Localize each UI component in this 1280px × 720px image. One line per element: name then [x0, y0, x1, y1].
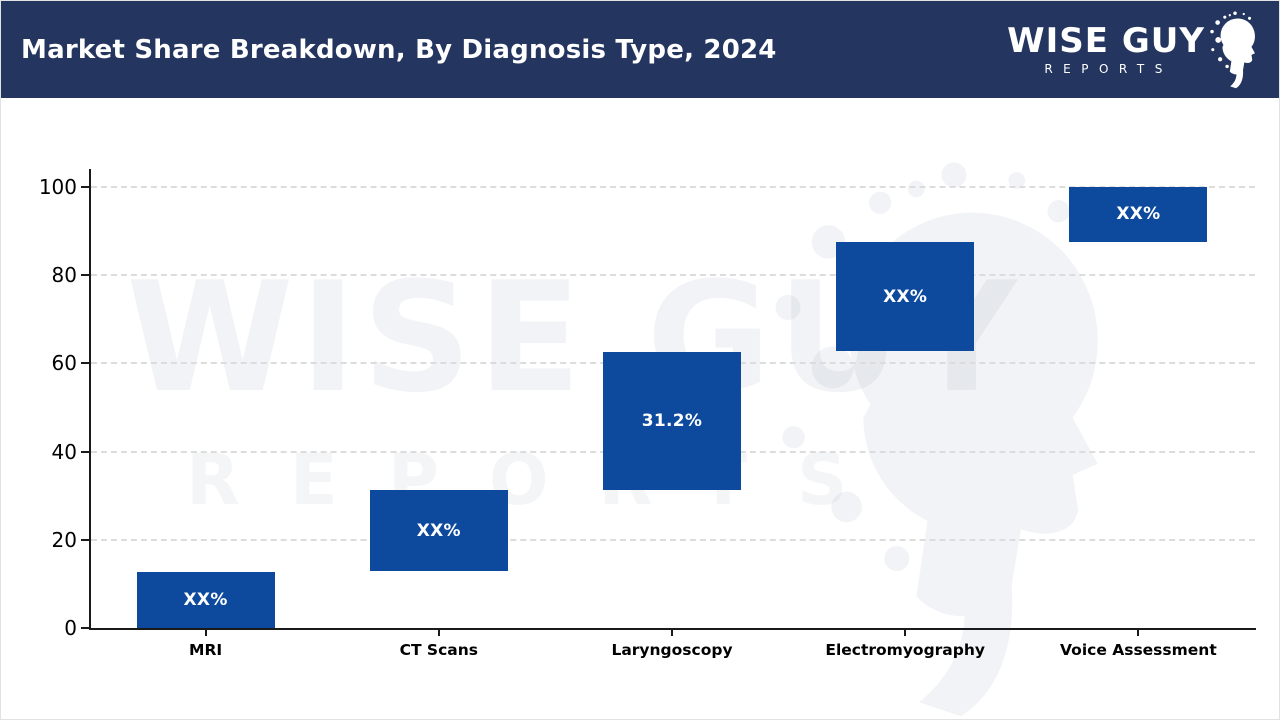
- gridline-20: [91, 538, 1255, 541]
- logo: WISE GUY REPORTS: [1007, 11, 1265, 89]
- y-tick-mark: [81, 627, 89, 629]
- x-tick-mark: [904, 630, 907, 636]
- y-tick-mark: [81, 274, 89, 277]
- bar-mri: XX%: [136, 571, 275, 628]
- bar-voice-assessment: XX%: [1069, 187, 1208, 242]
- logo-wordmark: WISE GUY: [1007, 20, 1205, 61]
- y-tick-label: 0: [64, 616, 77, 640]
- y-tick-label: 40: [51, 439, 77, 464]
- bar-value-label: XX%: [883, 286, 928, 307]
- x-tick-mark: [437, 630, 440, 636]
- category-label: Laryngoscopy: [611, 641, 733, 659]
- category-label: Voice Assessment: [1060, 641, 1217, 659]
- y-tick-mark: [81, 538, 89, 541]
- bar-laryngoscopy: 31.2%: [603, 351, 741, 490]
- gridline-100: [91, 186, 1255, 188]
- y-tick-label: 20: [51, 527, 77, 552]
- logo-text: WISE GUY REPORTS: [1007, 20, 1205, 77]
- bar-ct-scans: XX%: [369, 489, 508, 572]
- y-tick-label: 60: [51, 351, 77, 376]
- y-axis: [89, 169, 91, 630]
- x-axis: [89, 628, 1256, 630]
- bar-value-label: XX%: [416, 520, 461, 541]
- x-tick-mark: [1137, 630, 1140, 636]
- y-tick-mark: [81, 362, 89, 365]
- y-tick-mark: [81, 186, 89, 188]
- x-tick-mark: [204, 630, 207, 636]
- x-tick-mark: [671, 630, 673, 636]
- y-tick-label: 100: [38, 175, 77, 199]
- gridline-80: [91, 274, 1255, 277]
- bar-value-label: XX%: [1116, 204, 1161, 225]
- category-label: CT Scans: [399, 641, 478, 659]
- logo-head-icon: [1207, 11, 1265, 89]
- header: Market Share Breakdown, By Diagnosis Typ…: [1, 1, 1279, 98]
- category-label: Electromyography: [825, 641, 985, 659]
- page-title: Market Share Breakdown, By Diagnosis Typ…: [21, 34, 777, 65]
- bar-value-label: 31.2%: [641, 410, 703, 431]
- y-tick-label: 80: [51, 263, 77, 288]
- bar-value-label: XX%: [183, 589, 228, 610]
- bar-electromyography: XX%: [836, 241, 975, 352]
- y-tick-mark: [81, 450, 89, 453]
- logo-reports-label: REPORTS: [1044, 62, 1173, 77]
- category-label: MRI: [189, 641, 223, 659]
